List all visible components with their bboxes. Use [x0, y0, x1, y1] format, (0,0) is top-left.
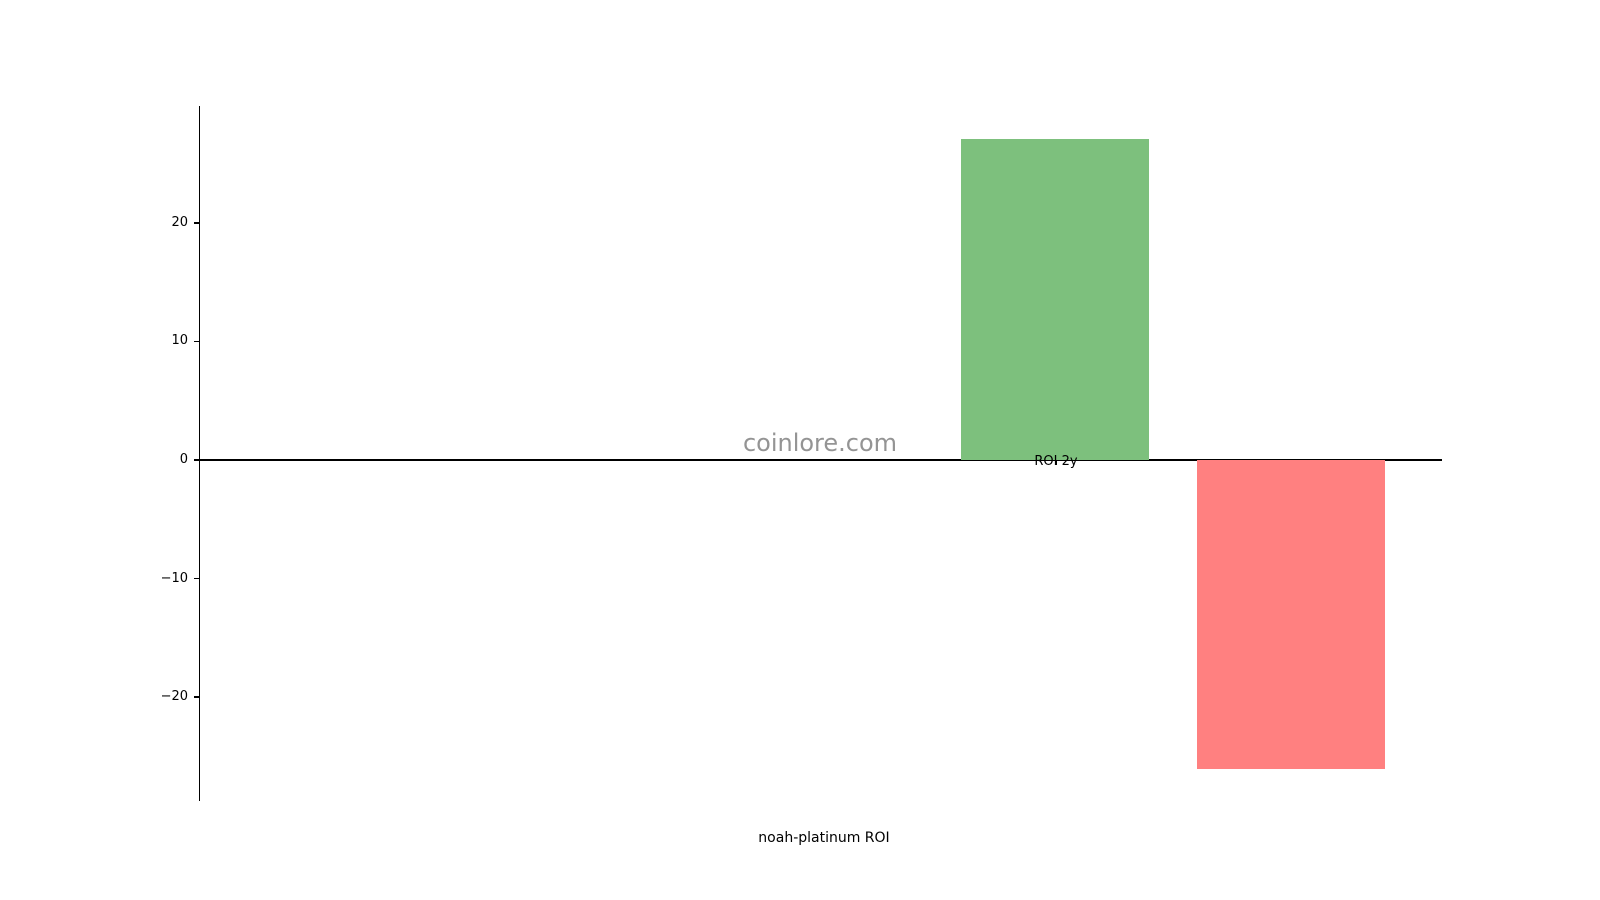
ytick-label: 10	[171, 333, 188, 349]
ytick-label: 0	[179, 452, 188, 467]
ytick-mark	[194, 222, 199, 224]
xtick-mark-roi-2y	[1055, 460, 1057, 465]
ytick-label: 20	[171, 214, 188, 230]
ytick-row-0: 0	[0, 451, 199, 469]
ytick-mark	[194, 696, 199, 698]
ytick-row-10: 10	[0, 332, 199, 350]
zero-baseline-axis	[199, 459, 1442, 461]
watermark-text: coinlore.com	[742, 429, 898, 457]
negative-roi-bar	[1196, 460, 1385, 770]
ytick-row-neg10: −10	[0, 570, 199, 588]
ytick-mark	[194, 459, 199, 461]
ytick-row-20: 20	[0, 214, 199, 232]
ytick-mark	[194, 577, 199, 580]
y-axis-spine	[198, 106, 200, 801]
positive-roi-bar	[960, 138, 1149, 460]
ytick-mark	[194, 340, 199, 343]
ytick-label: −20	[160, 689, 188, 705]
ytick-label: −10	[160, 570, 188, 586]
chart-xlabel: noah-platinum ROI	[758, 830, 890, 846]
ytick-row-neg20: −20	[0, 688, 199, 706]
xtick-label-roi-2y: ROI 2y	[1034, 454, 1078, 469]
